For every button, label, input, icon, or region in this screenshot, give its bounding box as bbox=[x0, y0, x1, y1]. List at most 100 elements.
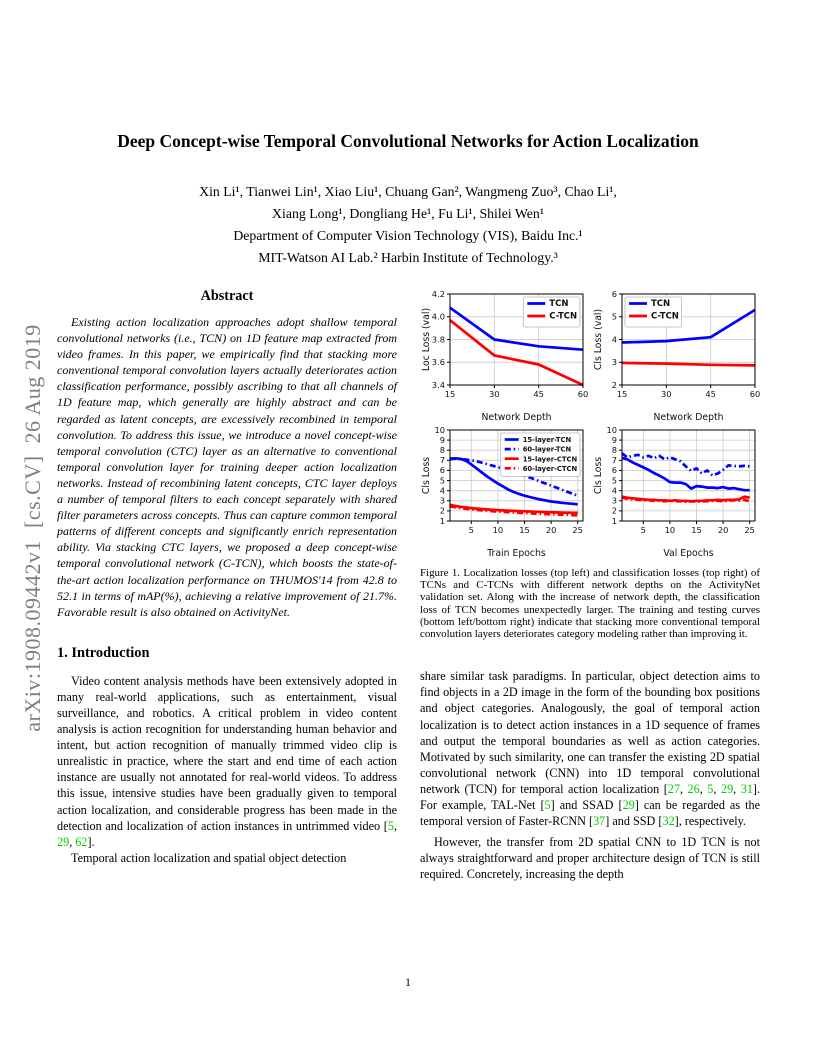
text-segment: , bbox=[733, 781, 741, 796]
svg-text:15-layer-TCN: 15-layer-TCN bbox=[523, 436, 572, 444]
text-segment: ] and SSAD [ bbox=[550, 797, 623, 812]
text-segment: , bbox=[69, 834, 76, 849]
citation-link[interactable]: 62 bbox=[75, 834, 88, 849]
author-block: Xin Li¹, Tianwei Lin¹, Xiao Liu¹, Chuang… bbox=[0, 181, 816, 269]
svg-text:1: 1 bbox=[440, 516, 445, 526]
svg-text:5: 5 bbox=[612, 475, 617, 485]
affiliation-line-2: MIT-Watson AI Lab.² Harbin Institute of … bbox=[258, 250, 558, 265]
left-column: Abstract Existing action localization ap… bbox=[57, 288, 397, 866]
svg-text:8: 8 bbox=[612, 445, 617, 455]
citation-link[interactable]: 31 bbox=[740, 781, 753, 796]
text-segment: , bbox=[713, 781, 721, 796]
intro-paragraph-2: Temporal action localization and spatial… bbox=[71, 850, 347, 865]
introduction-heading: 1. Introduction bbox=[57, 644, 150, 661]
citation-link[interactable]: 29 bbox=[720, 781, 734, 796]
figure1-val-epochs-chart: 5 10 15 20 25 1 2 3 4 5 6 7 8 9 10 Val Epochs Cls Loss bbox=[592, 424, 762, 560]
svg-text:7: 7 bbox=[440, 455, 445, 465]
figure1: 15 30 45 60 3.4 3.6 3.8 4.0 4.2 Network Depth Loc … bbox=[420, 288, 760, 560]
svg-text:25: 25 bbox=[572, 525, 583, 535]
svg-text:10: 10 bbox=[606, 425, 617, 435]
arxiv-watermark: arXiv:1908.09442v1 [cs.CV] 26 Aug 2019 bbox=[20, 324, 45, 732]
citation-link[interactable]: 27 bbox=[667, 781, 680, 796]
svg-text:2: 2 bbox=[440, 506, 445, 516]
svg-text:30: 30 bbox=[661, 389, 672, 399]
svg-text:6: 6 bbox=[440, 465, 445, 475]
svg-text:6: 6 bbox=[612, 465, 617, 475]
text-segment: ] can be regarded as the temporal versio… bbox=[420, 797, 760, 829]
figure1-cls-loss-val-chart: 15 30 45 60 2 3 4 5 6 Network Depth Cls Loss (val)… bbox=[592, 288, 762, 424]
intro-paragraph-1: Video content analysis methods have been… bbox=[57, 673, 397, 850]
svg-text:8: 8 bbox=[440, 445, 445, 455]
text-segment: ]. bbox=[87, 834, 95, 849]
svg-text:5: 5 bbox=[612, 312, 617, 322]
svg-text:Cls Loss: Cls Loss bbox=[593, 457, 604, 494]
svg-text:15: 15 bbox=[691, 525, 702, 535]
figure1-loc-loss-val-chart: 15 30 45 60 3.4 3.6 3.8 4.0 4.2 Network Depth Loc … bbox=[420, 288, 590, 424]
svg-text:20: 20 bbox=[718, 525, 729, 535]
abstract-text: Existing action localization approaches … bbox=[57, 315, 397, 619]
svg-text:45: 45 bbox=[533, 389, 544, 399]
svg-text:10: 10 bbox=[434, 425, 445, 435]
svg-text:5: 5 bbox=[469, 525, 474, 535]
svg-text:4.0: 4.0 bbox=[432, 312, 445, 322]
right-paragraph-1: share similar task paradigms. In particu… bbox=[420, 668, 760, 829]
svg-text:9: 9 bbox=[612, 435, 617, 445]
citation-link[interactable]: 32 bbox=[662, 814, 675, 829]
svg-text:3: 3 bbox=[440, 496, 445, 506]
svg-text:60: 60 bbox=[750, 389, 761, 399]
citation-link[interactable]: 5 bbox=[387, 818, 394, 833]
svg-text:4: 4 bbox=[612, 486, 617, 496]
svg-text:TCN: TCN bbox=[549, 299, 568, 309]
svg-text:Cls Loss: Cls Loss bbox=[421, 457, 432, 494]
citation-link[interactable]: 5 bbox=[707, 781, 714, 796]
figure1-caption: Figure 1. Localization losses (top left)… bbox=[420, 567, 760, 641]
citation-link[interactable]: 29 bbox=[622, 797, 635, 812]
svg-text:7: 7 bbox=[612, 455, 617, 465]
authors-line-1: Xin Li¹, Tianwei Lin¹, Xiao Liu¹, Chuang… bbox=[199, 184, 617, 199]
citation-link[interactable]: 26 bbox=[687, 781, 700, 796]
svg-text:15-layer-CTCN: 15-layer-CTCN bbox=[523, 455, 578, 463]
svg-text:10: 10 bbox=[665, 525, 676, 535]
svg-text:C-TCN: C-TCN bbox=[549, 312, 577, 322]
svg-text:Loc Loss (val): Loc Loss (val) bbox=[421, 308, 432, 371]
svg-text:5: 5 bbox=[440, 475, 445, 485]
text-segment: , bbox=[699, 781, 708, 796]
svg-text:15: 15 bbox=[617, 389, 628, 399]
svg-text:3: 3 bbox=[612, 496, 617, 506]
affiliation-line-1: Department of Computer Vision Technology… bbox=[233, 228, 583, 243]
right-column: 15 30 45 60 3.4 3.6 3.8 4.0 4.2 Network Depth Loc … bbox=[420, 288, 760, 882]
svg-text:2: 2 bbox=[612, 506, 617, 516]
svg-text:2: 2 bbox=[612, 380, 617, 390]
svg-text:3.4: 3.4 bbox=[432, 380, 445, 390]
paper-title: Deep Concept-wise Temporal Convolutional… bbox=[117, 131, 699, 151]
text-segment: Video content analysis methods have been… bbox=[57, 673, 397, 833]
svg-text:Network Depth: Network Depth bbox=[481, 412, 551, 423]
svg-text:10: 10 bbox=[493, 525, 504, 535]
page-number: 1 bbox=[405, 975, 411, 989]
svg-text:15: 15 bbox=[519, 525, 530, 535]
citation-link[interactable]: 5 bbox=[544, 797, 551, 812]
svg-text:9: 9 bbox=[440, 435, 445, 445]
authors-line-2: Xiang Long¹, Dongliang He¹, Fu Li¹, Shil… bbox=[272, 206, 544, 221]
svg-text:4.2: 4.2 bbox=[432, 289, 445, 299]
citation-link[interactable]: 37 bbox=[593, 814, 606, 829]
text-segment: ] and SSD [ bbox=[605, 814, 663, 829]
svg-text:4: 4 bbox=[612, 334, 617, 344]
svg-text:4: 4 bbox=[440, 486, 445, 496]
svg-text:25: 25 bbox=[744, 525, 755, 535]
svg-text:1: 1 bbox=[612, 516, 617, 526]
text-segment: ], respectively. bbox=[674, 814, 746, 829]
svg-text:60: 60 bbox=[578, 389, 589, 399]
svg-text:Val Epochs: Val Epochs bbox=[663, 548, 713, 559]
svg-text:6: 6 bbox=[612, 289, 617, 299]
citation-link[interactable]: 29 bbox=[57, 834, 70, 849]
svg-text:3.8: 3.8 bbox=[432, 334, 445, 344]
svg-text:Network Depth: Network Depth bbox=[653, 412, 723, 423]
svg-text:30: 30 bbox=[489, 389, 500, 399]
svg-text:3.6: 3.6 bbox=[432, 357, 445, 367]
right-paragraph-2: However, the transfer from 2D spatial CN… bbox=[420, 835, 760, 882]
svg-text:TCN: TCN bbox=[651, 299, 670, 309]
svg-text:C-TCN: C-TCN bbox=[651, 312, 679, 322]
svg-text:15: 15 bbox=[445, 389, 456, 399]
